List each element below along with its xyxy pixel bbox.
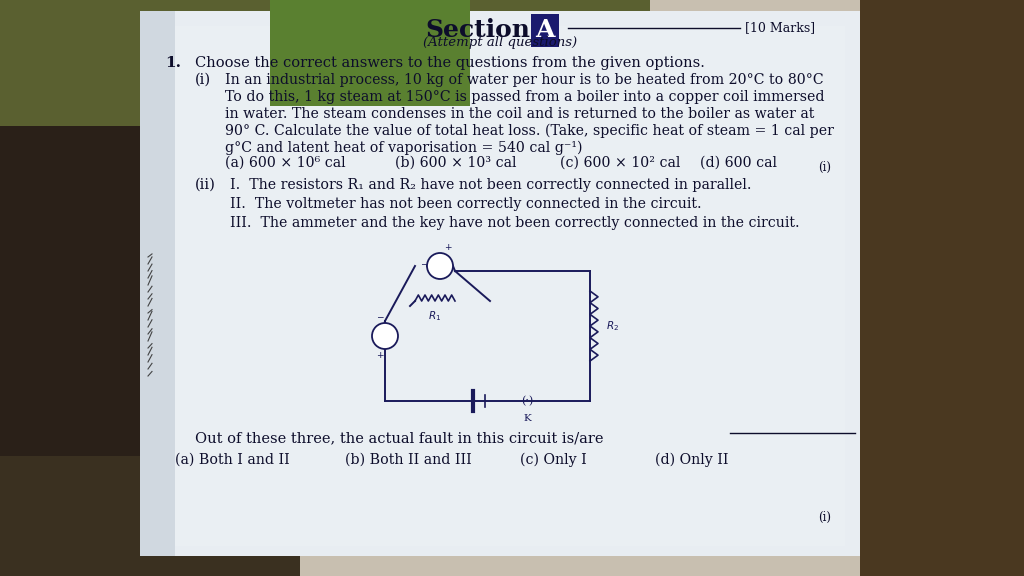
Text: (Attempt all questions): (Attempt all questions) [423,36,578,49]
Text: (b) Both II and III: (b) Both II and III [345,453,472,467]
Text: (a) Both I and II: (a) Both I and II [175,453,290,467]
Bar [140,11,860,556]
Text: 90° C. Calculate the value of total heat loss. (Take, specific heat of steam = 1: 90° C. Calculate the value of total heat… [225,124,834,138]
Text: (i): (i) [818,511,831,524]
Text: (ii): (ii) [195,178,216,192]
Bar [270,0,470,106]
Bar [0,0,155,576]
Text: (i): (i) [195,73,211,87]
Text: Out of these three, the actual fault in this circuit is/are: Out of these three, the actual fault in … [195,431,603,445]
Text: (a) 600 × 10⁶ cal: (a) 600 × 10⁶ cal [225,156,346,170]
Text: I.  The resistors R₁ and R₂ have not been correctly connected in parallel.: I. The resistors R₁ and R₂ have not been… [230,178,752,192]
Text: [10 Marks]: [10 Marks] [745,21,815,34]
Bar [140,11,175,556]
Text: in water. The steam condenses in the coil and is returned to the boiler as water: in water. The steam condenses in the coi… [225,107,814,121]
Text: K: K [523,414,531,423]
Text: +: + [444,243,452,252]
Text: −: − [420,260,428,268]
Text: (b) 600 × 10³ cal: (b) 600 × 10³ cal [395,156,516,170]
Text: $R_1$: $R_1$ [428,309,441,323]
Text: A: A [536,18,555,42]
Text: A: A [381,331,389,341]
Text: II.  The voltmeter has not been correctly connected in the circuit.: II. The voltmeter has not been correctly… [230,197,701,211]
Text: In an industrial process, 10 kg of water per hour is to be heated from 20°C to 8: In an industrial process, 10 kg of water… [225,73,823,87]
Bar [155,26,845,546]
Bar [0,0,650,126]
Text: (·): (·) [521,396,534,406]
Bar [860,0,1024,576]
Text: +: + [376,351,384,360]
Text: Section: Section [425,18,530,42]
Text: (c) 600 × 10² cal: (c) 600 × 10² cal [560,156,680,170]
Text: (i): (i) [818,161,831,174]
Text: g°C and latent heat of vaporisation = 540 cal g⁻¹): g°C and latent heat of vaporisation = 54… [225,141,583,156]
Text: $R_2$: $R_2$ [606,319,620,333]
Text: 1.: 1. [165,56,181,70]
Text: −: − [376,312,384,321]
Text: Choose the correct answers to the questions from the given options.: Choose the correct answers to the questi… [195,56,705,70]
Circle shape [427,253,453,279]
Text: (d) 600 cal: (d) 600 cal [700,156,777,170]
Text: (c) Only I: (c) Only I [520,453,587,467]
Text: V: V [436,261,444,271]
Text: (d) Only II: (d) Only II [655,453,728,467]
Bar [0,456,300,576]
Text: To do this, 1 kg steam at 150°C is passed from a boiler into a copper coil immer: To do this, 1 kg steam at 150°C is passe… [225,90,824,104]
Circle shape [372,323,398,349]
Text: III.  The ammeter and the key have not been correctly connected in the circuit.: III. The ammeter and the key have not be… [230,216,800,230]
